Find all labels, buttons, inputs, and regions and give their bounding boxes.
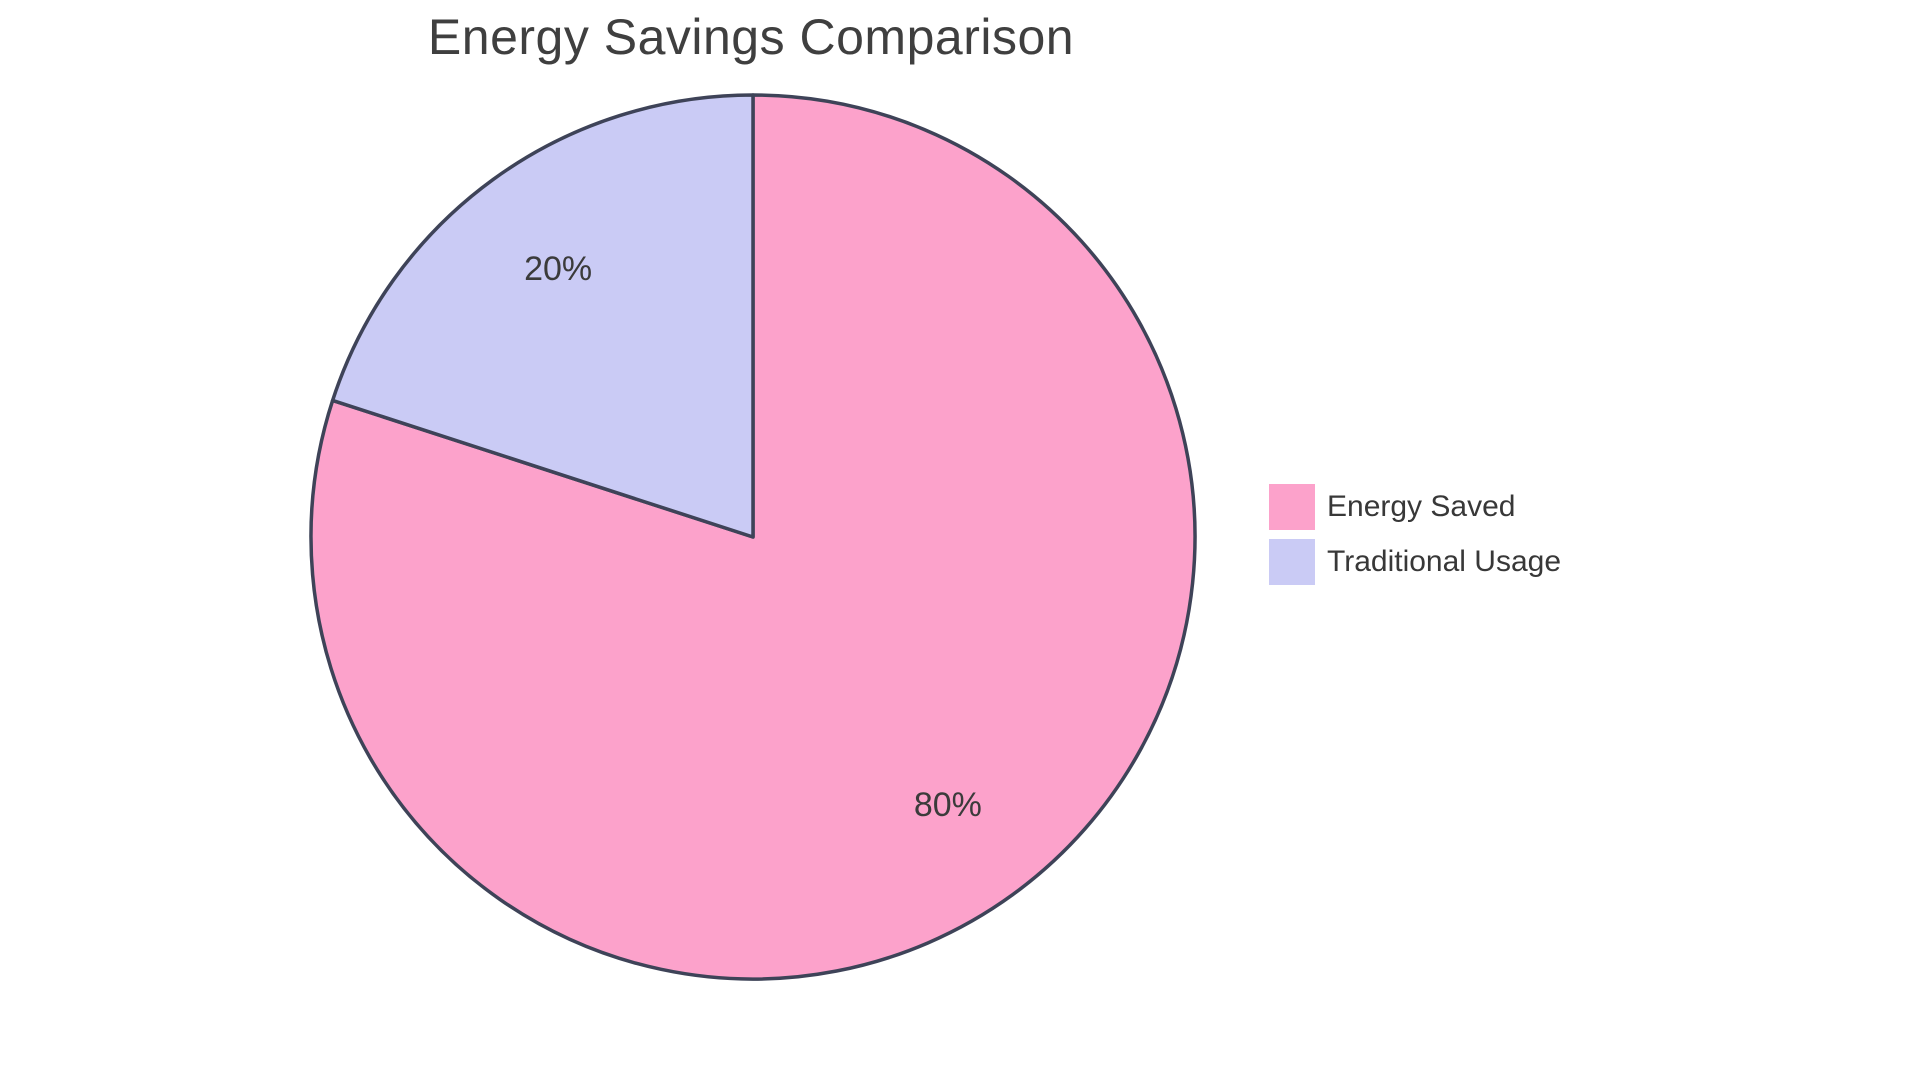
legend-swatch-traditional-usage	[1269, 539, 1315, 585]
legend-swatch-energy-saved	[1269, 484, 1315, 530]
legend-item-traditional-usage: Traditional Usage	[1269, 539, 1561, 585]
slice-percent-label-traditional-usage: 20%	[524, 250, 592, 288]
slice-percent-label-energy-saved: 80%	[914, 786, 982, 824]
legend-item-energy-saved: Energy Saved	[1269, 484, 1561, 530]
pie-slice-traditional-usage	[330, 93, 755, 539]
legend: Energy Saved Traditional Usage	[1269, 484, 1561, 594]
pie-slice-energy-saved	[309, 93, 1197, 981]
legend-label-traditional-usage: Traditional Usage	[1327, 545, 1562, 578]
legend-label-energy-saved: Energy Saved	[1327, 490, 1516, 523]
chart-title: Energy Savings Comparison	[427, 9, 1075, 65]
